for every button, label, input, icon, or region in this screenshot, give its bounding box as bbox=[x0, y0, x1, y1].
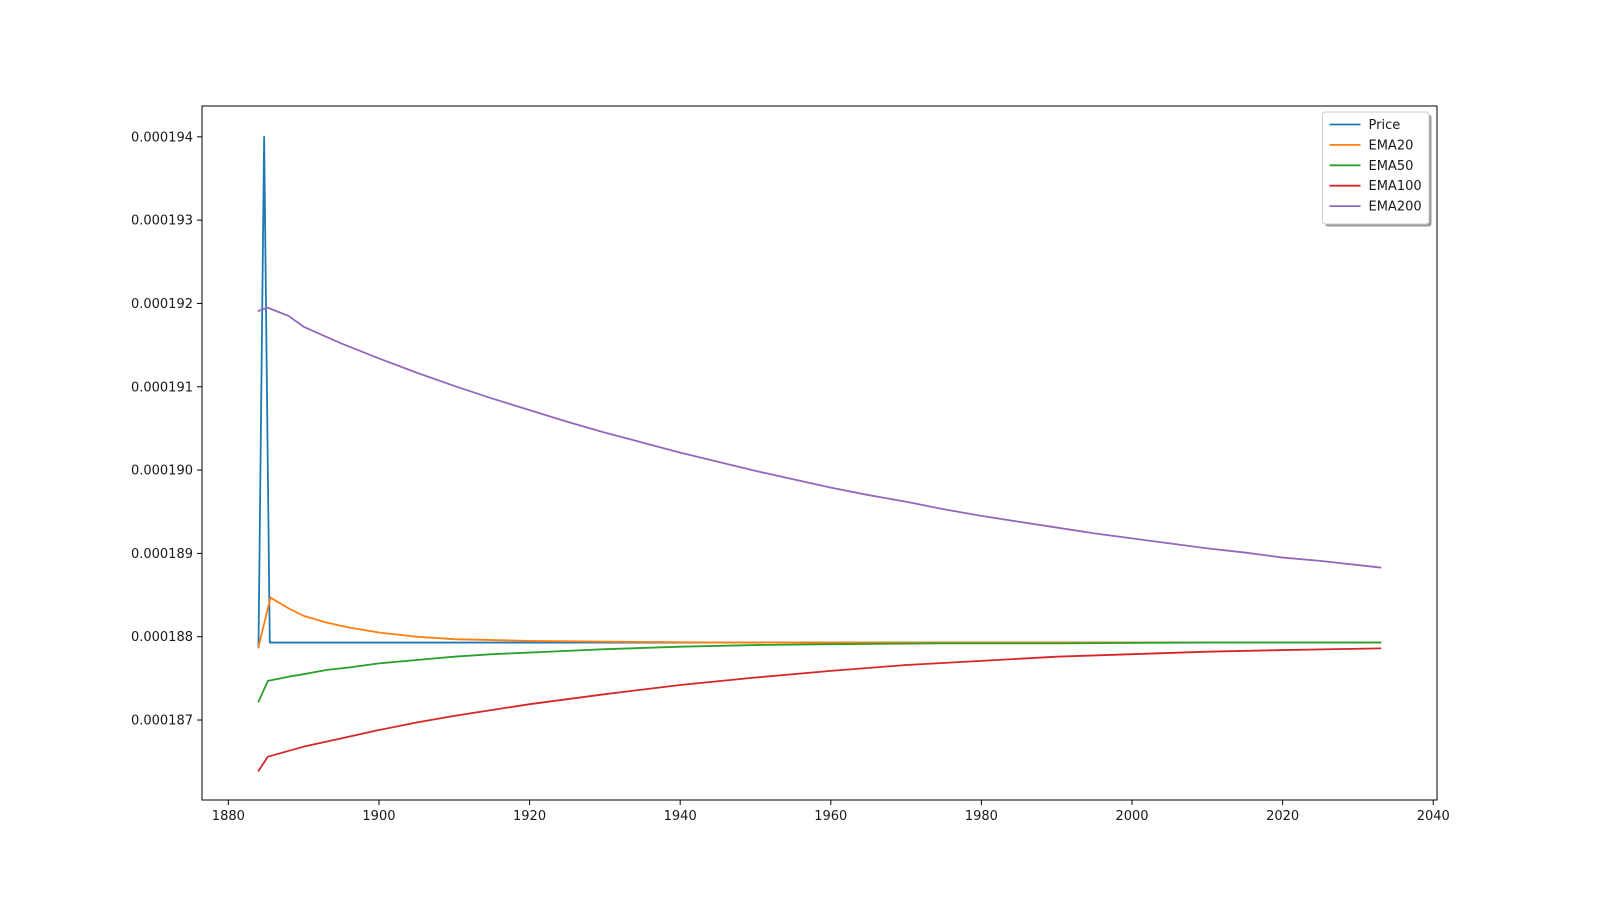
y-tick-label: 0.000190 bbox=[131, 464, 193, 479]
x-tick-label: 1940 bbox=[664, 809, 697, 824]
legend-label-ema100: EMA100 bbox=[1369, 179, 1422, 194]
y-tick-label: 0.000193 bbox=[131, 214, 193, 229]
legend-label-ema200: EMA200 bbox=[1369, 200, 1422, 215]
x-tick-label: 1880 bbox=[212, 809, 245, 824]
x-tick-label: 2000 bbox=[1115, 809, 1148, 824]
series-line-ema50 bbox=[257, 641, 1382, 703]
x-tick-label: 1920 bbox=[513, 809, 546, 824]
legend-label-price: Price bbox=[1369, 118, 1401, 133]
x-tick-label: 1900 bbox=[362, 809, 395, 824]
y-tick-label: 0.000188 bbox=[131, 630, 193, 645]
series-line-ema200 bbox=[257, 306, 1382, 569]
legend-label-ema50: EMA50 bbox=[1369, 159, 1414, 174]
series-group bbox=[257, 135, 1382, 772]
legend: Price EMA20 EMA50 EMA100 EMA200 bbox=[1322, 111, 1432, 227]
y-tick-label: 0.000192 bbox=[131, 297, 193, 312]
y-tick-label: 0.000191 bbox=[131, 380, 193, 395]
x-axis: 1880 1900 1920 1940 1960 1980 2000 2020 2040 bbox=[212, 800, 1450, 824]
y-axis: 0.000187 0.000188 0.000189 0.000190 0.000191… bbox=[131, 130, 202, 729]
series-line-ema20 bbox=[257, 596, 1382, 648]
series-line-ema100 bbox=[257, 647, 1382, 772]
y-tick-label: 0.000194 bbox=[131, 130, 193, 145]
x-tick-label: 2020 bbox=[1266, 809, 1299, 824]
legend-box bbox=[1322, 111, 1430, 225]
x-tick-label: 1960 bbox=[814, 809, 847, 824]
y-tick-label: 0.000189 bbox=[131, 547, 193, 562]
legend-label-ema20: EMA20 bbox=[1369, 138, 1414, 153]
axes-frame bbox=[201, 105, 1438, 801]
y-tick-label: 0.000187 bbox=[131, 714, 193, 729]
x-tick-label: 2040 bbox=[1417, 809, 1450, 824]
x-tick-label: 1980 bbox=[965, 809, 998, 824]
